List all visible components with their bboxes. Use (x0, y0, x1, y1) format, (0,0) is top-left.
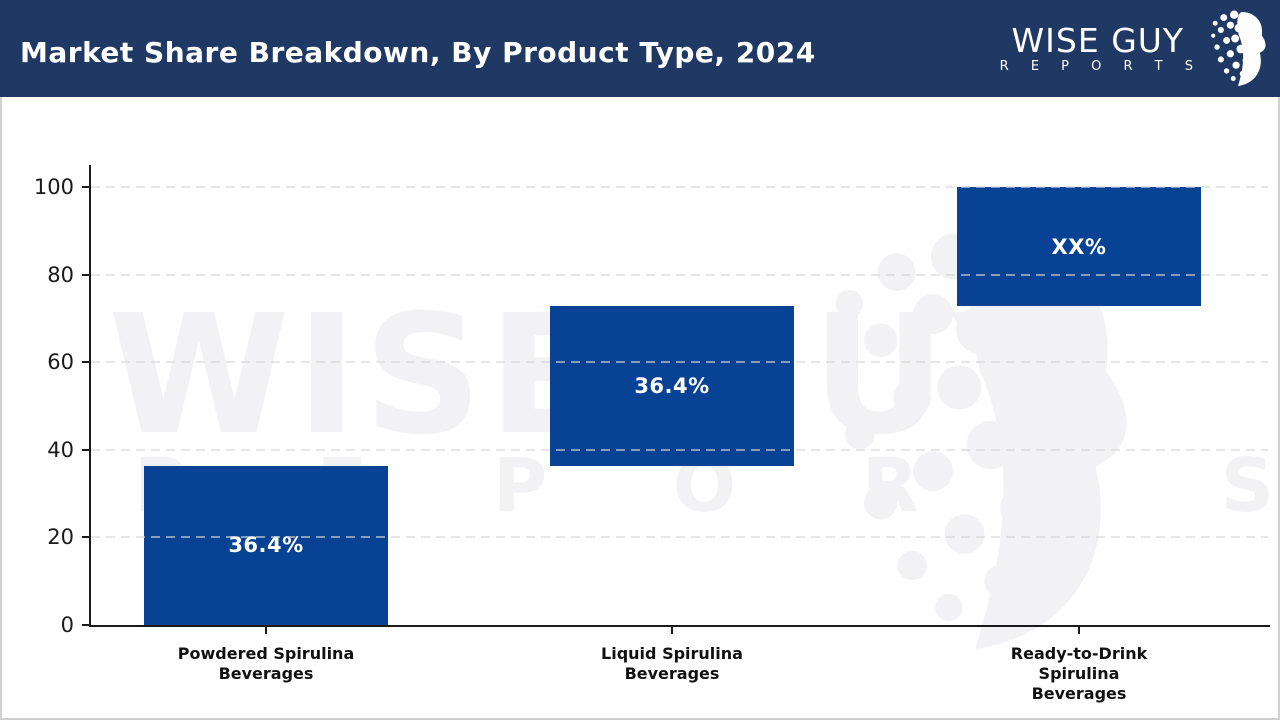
category-label-line: Ready-to-Drink (1010, 644, 1148, 663)
y-tick-label: 40 (47, 437, 74, 462)
gridline (91, 186, 1268, 188)
y-axis-tick (82, 273, 89, 276)
y-tick-label: 0 (60, 613, 74, 637)
y-tick-label: 60 (47, 350, 74, 375)
x-axis-tick (1078, 627, 1080, 634)
y-axis-tick (82, 624, 89, 626)
y-axis-tick (82, 186, 89, 188)
y-tick-label: 80 (47, 262, 74, 287)
y-axis-tick (82, 448, 89, 451)
x-axis-tick (671, 627, 673, 634)
category-label: Liquid Spirulina Beverages (532, 644, 812, 684)
category-label-line: Beverages (1031, 684, 1127, 703)
gridline (91, 536, 1268, 539)
bar-segment: 36.4% (144, 465, 388, 625)
chart-area: WISE GUY R E P O R T S 0 20 40 60 80 100 36.4%… (0, 97, 1280, 720)
gridline (91, 361, 1268, 364)
y-axis-tick (82, 361, 89, 364)
y-tick-label: 100 (33, 175, 74, 199)
category-label-line: Spirulina (1038, 664, 1120, 683)
category-label-line: Beverages (624, 664, 720, 683)
logo-text: WISE GUY R E P O R T S (994, 20, 1202, 75)
logo-wordmark: WISE GUY (1011, 20, 1185, 60)
x-axis-spine (89, 625, 1270, 627)
category-label: Powdered Spirulina Beverages (126, 644, 406, 684)
logo-head-dots-icon (1211, 10, 1266, 87)
category-label: Ready-to-Drink Spirulina Beverages (939, 644, 1219, 704)
wise-guy-logo: WISE GUY R E P O R T S (994, 5, 1270, 93)
category-label-line: Liquid Spirulina (601, 644, 743, 663)
bar-value-label: 36.4% (634, 373, 710, 398)
y-axis-spine (89, 165, 91, 627)
bar-segment: 36.4% (550, 306, 794, 466)
bar-value-label: XX% (1051, 234, 1107, 259)
page-title: Market Share Breakdown, By Product Type,… (20, 36, 816, 69)
category-label-line: Beverages (218, 664, 314, 683)
category-label-line: Powdered Spirulina (177, 644, 355, 663)
y-axis-tick (82, 536, 89, 539)
header-bar: Market Share Breakdown, By Product Type,… (0, 0, 1280, 97)
gridline (91, 273, 1268, 276)
logo-subtitle: R E P O R T S (999, 59, 1202, 75)
x-axis-tick (265, 627, 267, 634)
bar-segment: XX% (957, 187, 1201, 307)
gridline (91, 448, 1268, 451)
y-tick-label: 20 (47, 525, 74, 550)
